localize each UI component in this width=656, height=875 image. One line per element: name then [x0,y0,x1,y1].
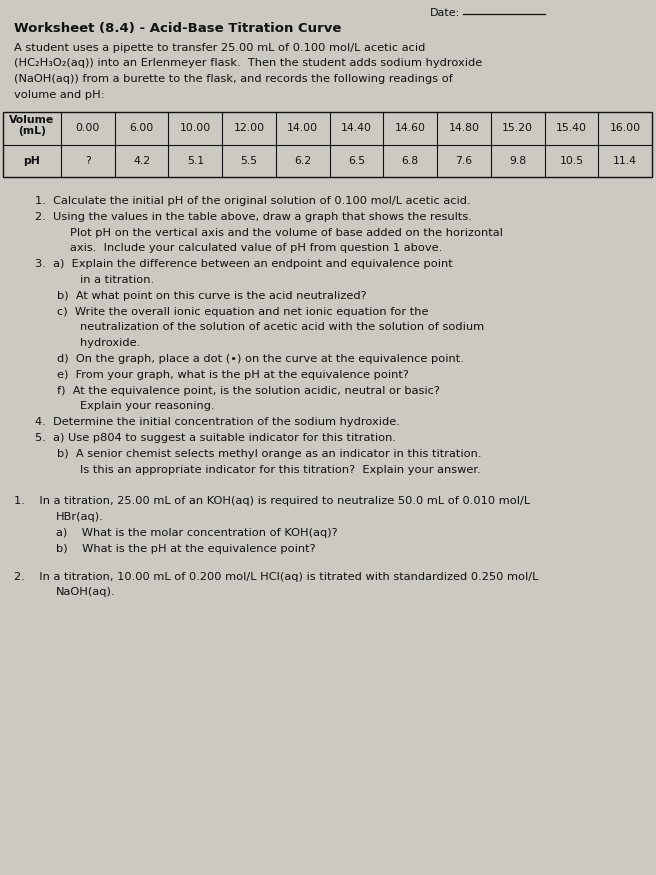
Text: 5.1: 5.1 [187,156,204,165]
Text: 6.8: 6.8 [401,156,419,165]
Text: Is this an appropriate indicator for this titration?  Explain your answer.: Is this an appropriate indicator for thi… [80,465,481,474]
Text: 4.2: 4.2 [133,156,150,165]
Text: Volume: Volume [9,115,54,125]
Text: 10.5: 10.5 [560,156,583,165]
Text: 3.  a)  Explain the difference between an endpoint and equivalence point: 3. a) Explain the difference between an … [35,259,453,270]
Text: 6.2: 6.2 [294,156,312,165]
Text: NaOH(aq).: NaOH(aq). [56,587,115,598]
Text: Explain your reasoning.: Explain your reasoning. [80,402,215,411]
Text: 15.20: 15.20 [502,123,533,133]
Text: 1.  Calculate the initial pH of the original solution of 0.100 mol/L acetic acid: 1. Calculate the initial pH of the origi… [35,196,470,206]
Text: 5.  a) Use p804 to suggest a suitable indicator for this titration.: 5. a) Use p804 to suggest a suitable ind… [35,433,396,443]
Text: 14.60: 14.60 [395,123,426,133]
Text: volume and pH:: volume and pH: [14,89,104,100]
Text: (HC₂H₃O₂(aq)) into an Erlenmeyer flask.  Then the student adds sodium hydroxide: (HC₂H₃O₂(aq)) into an Erlenmeyer flask. … [14,59,482,68]
Text: 2.  Using the values in the table above, draw a graph that shows the results.: 2. Using the values in the table above, … [35,212,472,221]
Text: a)    What is the molar concentration of KOH(aq)?: a) What is the molar concentration of KO… [56,528,338,538]
Text: HBr(aq).: HBr(aq). [56,512,104,522]
Text: Date:: Date: [430,8,461,18]
Text: neutralization of the solution of acetic acid with the solution of sodium: neutralization of the solution of acetic… [80,322,484,332]
Text: f)  At the equivalence point, is the solution acidic, neutral or basic?: f) At the equivalence point, is the solu… [57,386,440,396]
Text: 2.    In a titration, 10.00 mL of 0.200 mol/L HCl(aq) is titrated with standardi: 2. In a titration, 10.00 mL of 0.200 mol… [14,571,539,582]
Text: 6.5: 6.5 [348,156,365,165]
Text: pH: pH [24,156,41,165]
Text: c)  Write the overall ionic equation and net ionic equation for the: c) Write the overall ionic equation and … [57,306,428,317]
Text: 7.6: 7.6 [455,156,472,165]
Text: ?: ? [85,156,91,165]
Text: 1.    In a titration, 25.00 mL of an KOH(aq) is required to neutralize 50.0 mL o: 1. In a titration, 25.00 mL of an KOH(aq… [14,496,530,507]
Text: hydroxide.: hydroxide. [80,339,140,348]
Text: A student uses a pipette to transfer 25.00 mL of 0.100 mol/L acetic acid: A student uses a pipette to transfer 25.… [14,43,425,53]
Text: Plot pH on the vertical axis and the volume of base added on the horizontal: Plot pH on the vertical axis and the vol… [70,228,503,238]
Text: (mL): (mL) [18,126,46,136]
Text: Worksheet (8.4) - Acid-Base Titration Curve: Worksheet (8.4) - Acid-Base Titration Cu… [14,22,341,35]
Text: 5.5: 5.5 [241,156,258,165]
Text: 15.40: 15.40 [556,123,587,133]
Text: (NaOH(aq)) from a burette to the flask, and records the following readings of: (NaOH(aq)) from a burette to the flask, … [14,74,453,84]
Text: b)    What is the pH at the equivalence point?: b) What is the pH at the equivalence poi… [56,543,316,554]
Text: 6.00: 6.00 [129,123,154,133]
Text: 12.00: 12.00 [234,123,264,133]
Text: 10.00: 10.00 [180,123,211,133]
Text: 14.00: 14.00 [287,123,318,133]
Text: b)  A senior chemist selects methyl orange as an indicator in this titration.: b) A senior chemist selects methyl orang… [57,449,482,458]
Text: 4.  Determine the initial concentration of the sodium hydroxide.: 4. Determine the initial concentration o… [35,417,400,427]
Text: 14.40: 14.40 [341,123,372,133]
Text: 9.8: 9.8 [509,156,526,165]
Text: 16.00: 16.00 [609,123,641,133]
Text: 14.80: 14.80 [449,123,480,133]
Text: e)  From your graph, what is the pH at the equivalence point?: e) From your graph, what is the pH at th… [57,370,409,380]
Text: 0.00: 0.00 [75,123,100,133]
Text: in a titration.: in a titration. [80,275,154,285]
Text: d)  On the graph, place a dot (•) on the curve at the equivalence point.: d) On the graph, place a dot (•) on the … [57,354,464,364]
Text: 11.4: 11.4 [613,156,637,165]
Text: b)  At what point on this curve is the acid neutralized?: b) At what point on this curve is the ac… [57,290,367,301]
Bar [3,112,652,177]
Text: axis.  Include your calculated value of pH from question 1 above.: axis. Include your calculated value of p… [70,243,442,254]
